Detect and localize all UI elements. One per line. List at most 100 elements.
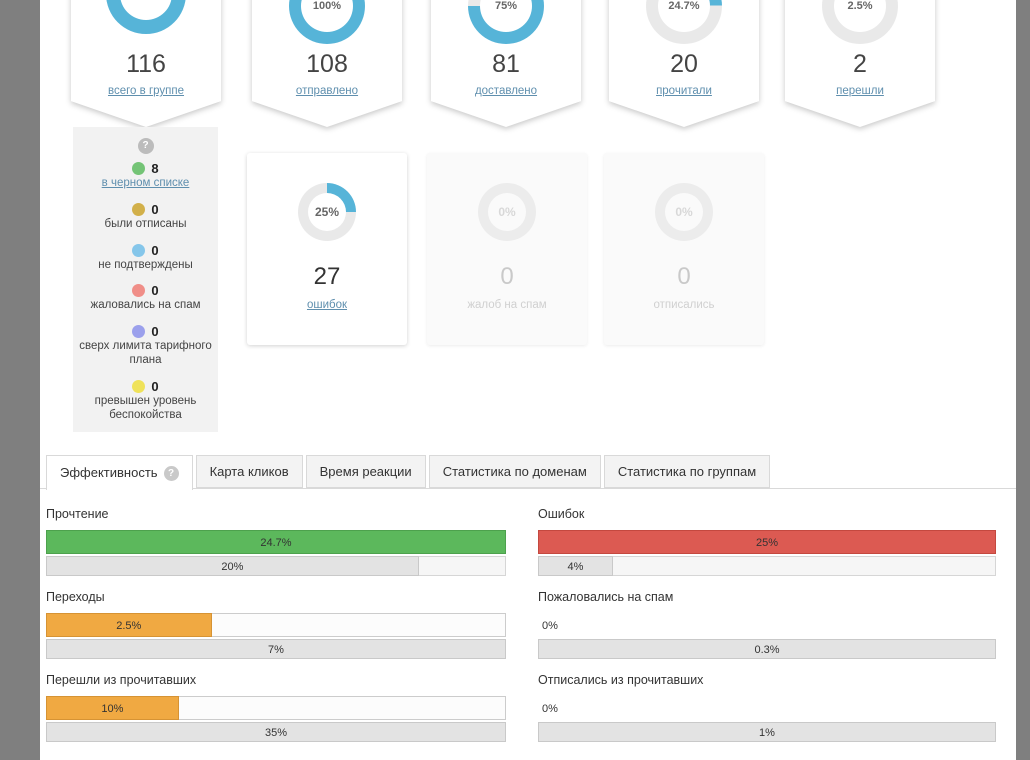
metric-error-rate: Ошибок 25% 4% [538,507,996,576]
tab-reaction-time[interactable]: Время реакции [305,455,426,488]
card-link-errors[interactable]: ошибок [306,299,348,311]
metric-value-bar: 24.7% [46,530,506,554]
donut-chart-errors: 25% [298,183,356,241]
metric-average-bar: 4% [538,556,996,576]
card-value: 81 [492,50,520,78]
donut-percent: 0% [675,205,693,219]
help-icon[interactable]: ? [163,466,179,481]
donut-percent: 24.7% [668,0,700,12]
card-value: 27 [313,263,341,290]
card-value: 20 [670,50,698,78]
bar-value-text: 2.5% [116,620,142,632]
bar-average-text: 20% [221,561,244,573]
legend-count: 0 [151,283,159,299]
unsubscribed-card: 0% 0 отписались [604,153,764,345]
legend-count: 0 [151,201,159,217]
summary-card-total: 116 всего в группе [71,0,221,127]
list-item: 0 превышен уровень беспокойства [73,379,218,423]
metric-value-bar: 0% [538,696,996,720]
metric-average-bar: 0.3% [538,639,996,659]
donut-percent: 2.5% [847,0,873,12]
card-label-unsubscribed: отписались [653,299,715,311]
card-label-spam: жалоб на спам [467,299,547,311]
status-dot-icon [132,162,146,175]
bar-average-text: 0.3% [754,644,780,656]
donut-chart-spam: 0% [478,183,536,241]
bar-value-text: 10% [101,703,124,715]
status-dot-icon [132,284,146,298]
metric-title: Прочтение [46,507,109,521]
tab-group-stats[interactable]: Статистика по группам [603,455,771,488]
card-link-read[interactable]: прочитали [656,85,712,97]
metric-click-rate: Переходы 2.5% 7% [46,590,506,659]
metric-title: Отписались из прочитавших [538,673,704,687]
legend-count: 0 [151,378,159,394]
summary-card-read: 24.7% 20 прочитали [609,0,759,127]
donut-percent: 0% [498,205,516,219]
list-item: 0 были отписаны [73,202,218,232]
status-dot-icon [132,325,146,339]
bar-average-text: 1% [759,727,775,739]
donut-chart-clicked: 2.5% [822,0,898,44]
legend-count: 0 [151,324,159,340]
donut-chart-sent: 100% [289,0,365,44]
metric-value-bar: 25% [538,530,996,554]
donut-percent: 100% [312,0,342,12]
legend-count: 0 [151,242,159,258]
status-dot-icon [132,202,146,216]
help-icon[interactable]: ? [137,138,154,154]
card-value: 108 [306,50,348,78]
tab-label: Эффективность [60,465,158,480]
bar-average-text: 35% [264,727,288,739]
list-item: 0 жаловались на спам [73,283,218,313]
card-link-clicked[interactable]: перешли [836,85,884,97]
metric-average-bar: 35% [46,722,506,742]
card-link-total[interactable]: всего в группе [107,85,185,97]
metric-spam-rate: Пожаловались на спам 0% 0.3% [538,590,996,659]
donut-chart-unsubscribed: 0% [655,183,713,241]
card-value: 0 [500,263,514,290]
donut-chart-delivered: 75% [468,0,544,44]
bar-value-text: 24.7% [260,537,292,549]
tab-domain-stats[interactable]: Статистика по доменам [428,455,601,488]
metric-value-bar: 0% [538,613,996,637]
legend-label: сверх лимита тарифного плана [79,340,212,366]
metric-title: Перешли из прочитавших [46,673,197,687]
legend-label: не подтверждены [98,258,193,271]
status-dot-icon [132,379,146,393]
metric-title: Пожаловались на спам [538,590,674,604]
errors-card: 25% 27 ошибок [247,153,407,345]
bar-average-text: 4% [567,561,584,573]
donut-chart-total [106,0,186,34]
legend-label: превышен уровень беспокойства [94,394,197,421]
legend-link-blacklist[interactable]: в черном списке [101,177,190,189]
donut-chart-read: 24.7% [646,0,722,44]
metric-average-bar: 1% [538,722,996,742]
stats-page: 116 всего в группе 100% 108 отправлено 7… [40,0,1016,760]
metric-title: Ошибок [538,507,585,521]
tabbar-divider [40,488,1016,489]
contacts-breakdown-panel: ? 8 в черном списке 0 были отписаны 0 [73,127,218,432]
summary-card-delivered: 75% 81 доставлено [431,0,581,127]
status-dot-icon [132,243,146,257]
card-value: 116 [126,50,166,78]
summary-card-sent: 100% 108 отправлено [252,0,402,127]
spam-complaints-card: 0% 0 жалоб на спам [427,153,587,345]
card-link-sent[interactable]: отправлено [295,85,359,97]
legend-label: были отписаны [104,217,187,230]
tab-effectiveness[interactable]: Эффективность? [46,455,193,490]
tab-click-map[interactable]: Карта кликов [195,455,303,488]
bar-average-text: 7% [268,644,284,656]
donut-percent: 75% [494,0,518,12]
metric-unsubscribe-rate: Отписались из прочитавших 0% 1% [538,673,996,742]
card-value: 2 [853,50,867,78]
card-link-delivered[interactable]: доставлено [474,85,538,97]
bar-value-text: 0% [542,620,558,632]
legend-count: 8 [151,161,159,176]
metric-average-bar: 20% [46,556,506,576]
tabbar: Эффективность? Карта кликов Время реакци… [46,455,771,490]
metric-average-bar: 7% [46,639,506,659]
metric-title: Переходы [46,590,105,604]
metric-value-bar: 10% [46,696,506,720]
